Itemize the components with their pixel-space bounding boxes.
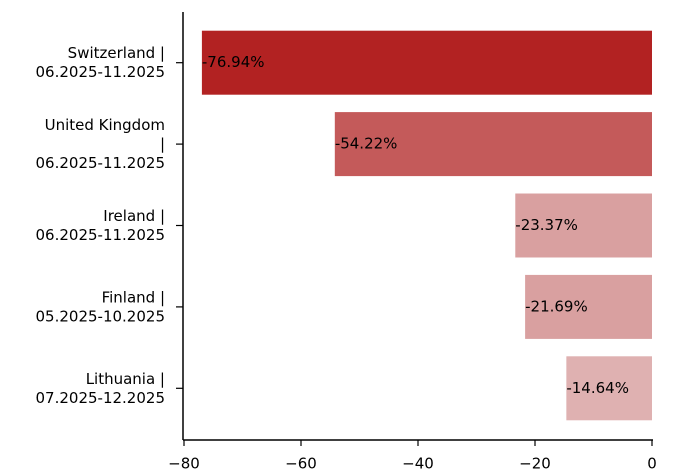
y-tick-label: Switzerland | 06.2025-11.2025 (36, 44, 165, 81)
value-label: -14.64% (566, 379, 629, 397)
bar (515, 193, 652, 258)
x-tick-label: −40 (402, 455, 434, 473)
value-label: -76.94% (202, 53, 265, 71)
bar (201, 30, 652, 95)
value-label: -23.37% (515, 216, 578, 234)
x-tick-label: −80 (168, 455, 200, 473)
x-tick-label: −60 (285, 455, 317, 473)
y-tick-label: Finland | 05.2025-10.2025 (36, 288, 165, 325)
y-tick-label: United Kingdom | 06.2025-11.2025 (36, 116, 165, 172)
value-label: -21.69% (525, 297, 588, 315)
y-tick-label: Ireland | 06.2025-11.2025 (36, 207, 165, 244)
bar (566, 356, 652, 421)
y-tick-label: Lithuania | 07.2025-12.2025 (36, 369, 165, 406)
bar (525, 274, 652, 339)
x-tick-label: 0 (647, 455, 657, 473)
x-tick-label: −20 (519, 455, 551, 473)
value-label: -54.22% (335, 135, 398, 153)
bar (334, 112, 652, 177)
